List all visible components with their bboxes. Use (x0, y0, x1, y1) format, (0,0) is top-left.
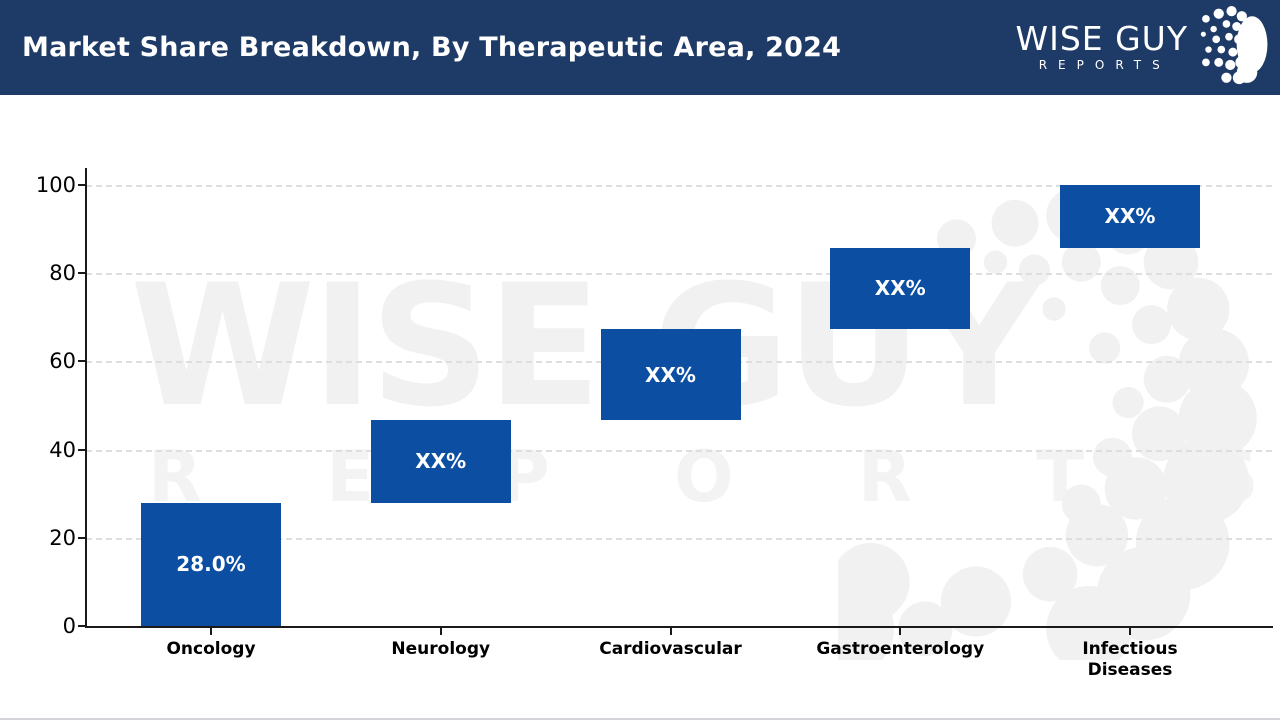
logo-text: WISE GUY REPORTS (1015, 22, 1188, 72)
bar-gastroenterology: XX% (830, 247, 971, 329)
y-tick-mark (78, 625, 86, 627)
y-tick-label: 60 (49, 349, 76, 374)
y-tick-label: 20 (49, 525, 76, 550)
x-tick-mark (1129, 628, 1131, 635)
y-tick-mark (78, 536, 86, 539)
bar-value-label: XX% (645, 362, 696, 387)
bottom-border (0, 718, 1280, 720)
y-tick-mark (78, 184, 86, 186)
x-category-label: Gastroenterology (816, 639, 985, 659)
logo-subtext: REPORTS (1038, 58, 1171, 72)
y-gridline (86, 185, 1272, 187)
bar-oncology: 28.0% (141, 502, 281, 626)
header-bar: Market Share Breakdown, By Therapeutic A… (0, 0, 1280, 95)
y-tick-mark (78, 360, 86, 363)
x-tick-mark (439, 628, 442, 635)
y-gridline (86, 449, 1272, 452)
logo-wordmark: WISE GUY (1015, 19, 1188, 58)
y-gridline (86, 273, 1272, 276)
bar-value-label: 28.0% (176, 552, 246, 577)
bar-neurology: XX% (370, 420, 511, 503)
bar-value-label: XX% (1104, 204, 1156, 229)
y-axis-line (85, 168, 87, 628)
x-category-label: Neurology (391, 639, 491, 659)
x-tick-mark (210, 628, 212, 635)
bar-infectious-diseases: XX% (1060, 185, 1200, 248)
y-tick-mark (78, 272, 86, 275)
bar-value-label: XX% (874, 276, 926, 301)
x-category-label: Cardiovascular (599, 639, 742, 659)
y-tick-label: 40 (49, 437, 76, 462)
x-tick-mark (899, 628, 902, 635)
page-title: Market Share Breakdown, By Therapeutic A… (22, 32, 842, 63)
x-category-label: Oncology (166, 639, 256, 659)
x-category-label: Infectious Diseases (1082, 639, 1178, 681)
wiseguy-face-icon (1200, 6, 1268, 85)
y-tick-label: 0 (62, 614, 76, 638)
y-tick-mark (78, 448, 86, 451)
bar-cardiovascular: XX% (600, 328, 741, 421)
y-gridline (86, 537, 1272, 540)
wiseguy-logo: WISE GUY REPORTS (1015, 6, 1268, 88)
y-tick-label: 100 (35, 173, 76, 197)
y-tick-label: 80 (49, 261, 76, 286)
bar-value-label: XX% (415, 449, 467, 474)
x-tick-mark (669, 628, 672, 635)
x-axis-line (85, 626, 1273, 628)
